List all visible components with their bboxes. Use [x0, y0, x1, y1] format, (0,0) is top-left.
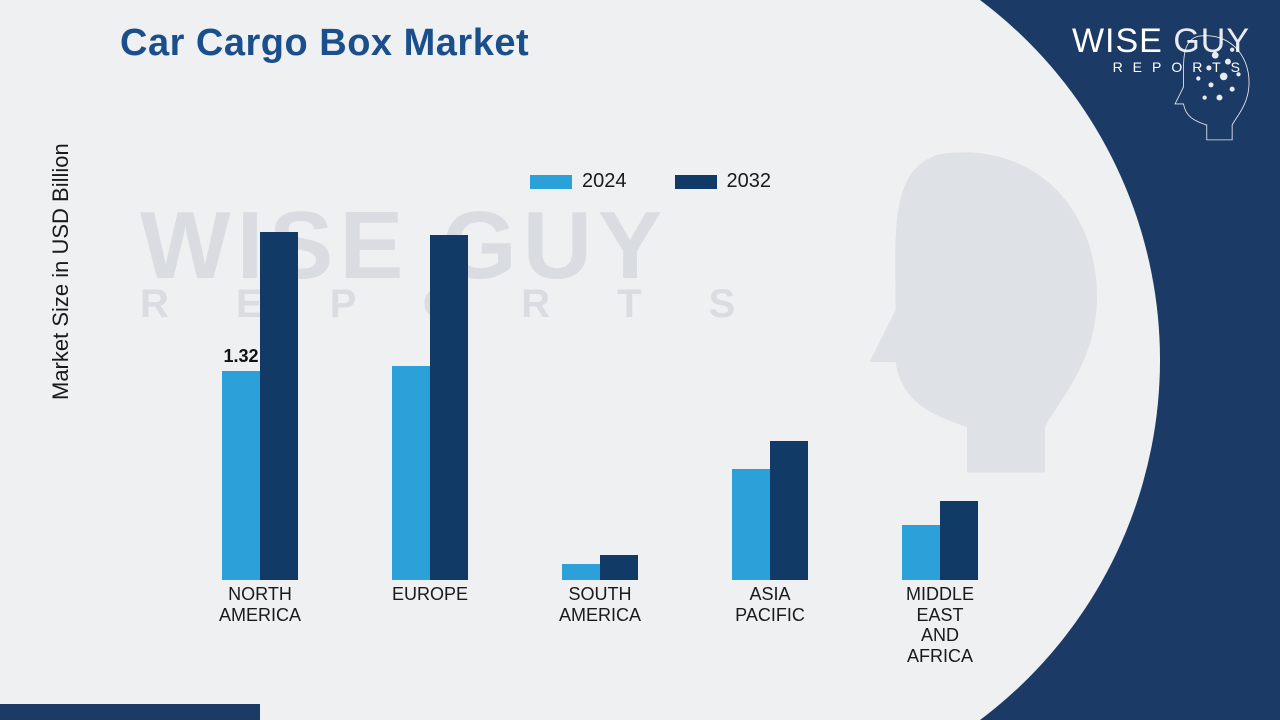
- brand-word-2: GUY: [1173, 22, 1250, 60]
- legend-swatch-2032: [675, 175, 717, 189]
- brand-logo: WISE GUY REPORTS: [990, 22, 1250, 75]
- bar: [770, 441, 808, 580]
- x-axis-label: SOUTHAMERICA: [530, 584, 670, 625]
- bar-value-label: 1.32: [223, 346, 258, 367]
- bar: [392, 366, 430, 580]
- legend-item-2032: 2032: [675, 170, 772, 193]
- y-axis-label: Market Size in USD Billion: [48, 143, 74, 400]
- chart-title: Car Cargo Box Market: [120, 22, 529, 65]
- bar: [430, 235, 468, 580]
- brand-main: WISE GUY: [990, 22, 1250, 61]
- legend-label-2032: 2032: [727, 170, 772, 193]
- chart-legend: 2024 2032: [530, 170, 771, 193]
- bar: [732, 469, 770, 580]
- bar: [940, 501, 978, 580]
- legend-item-2024: 2024: [530, 170, 627, 193]
- bar-group: [370, 235, 490, 580]
- bar-group: [200, 232, 320, 580]
- x-axis-label: ASIAPACIFIC: [700, 584, 840, 625]
- chart-area: 1.32: [100, 200, 970, 580]
- bar-group: [540, 555, 660, 580]
- brand-word-1: WISE: [1072, 22, 1163, 60]
- x-axis-label: NORTHAMERICA: [190, 584, 330, 625]
- stage: WISE GUY R E P O R T S Car Cargo Box Mar…: [0, 0, 1280, 720]
- bar-group: [880, 501, 1000, 580]
- bar: [600, 555, 638, 580]
- bar: [222, 371, 260, 580]
- footer-accent-bar: [0, 704, 260, 720]
- x-axis-label: EUROPE: [360, 584, 500, 605]
- legend-label-2024: 2024: [582, 170, 627, 193]
- x-axis-labels: NORTHAMERICA EUROPE SOUTHAMERICA ASIAPACIFI…: [100, 584, 970, 694]
- x-axis-label: MIDDLEEASTANDAFRICA: [870, 584, 1010, 667]
- legend-swatch-2024: [530, 175, 572, 189]
- chart-plot: 1.32: [100, 200, 970, 580]
- bar: [562, 564, 600, 580]
- bar: [902, 525, 940, 580]
- bar: [260, 232, 298, 580]
- bar-group: [710, 441, 830, 580]
